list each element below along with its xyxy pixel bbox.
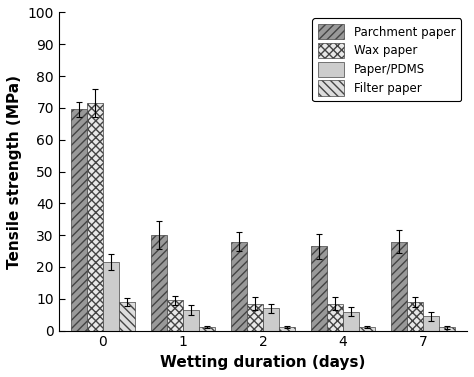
Bar <box>247 303 263 331</box>
Bar <box>263 308 279 331</box>
Bar <box>423 316 439 331</box>
Bar <box>183 310 199 331</box>
Bar <box>119 302 135 331</box>
Bar <box>199 327 215 331</box>
Bar <box>327 303 343 331</box>
Bar <box>87 103 103 331</box>
Bar <box>343 311 359 331</box>
Bar <box>71 109 87 331</box>
Y-axis label: Tensile strength (MPa): Tensile strength (MPa) <box>7 75 22 268</box>
Bar <box>359 327 375 331</box>
Bar <box>279 327 295 331</box>
Bar <box>231 242 247 331</box>
Bar <box>407 302 423 331</box>
Bar <box>151 235 167 331</box>
Bar <box>167 300 183 331</box>
Bar <box>391 242 407 331</box>
X-axis label: Wetting duration (days): Wetting duration (days) <box>160 355 365 370</box>
Bar <box>311 246 327 331</box>
Bar <box>103 262 119 331</box>
Bar <box>439 328 455 331</box>
Legend: Parchment paper, Wax paper, Paper/PDMS, Filter paper: Parchment paper, Wax paper, Paper/PDMS, … <box>312 18 461 101</box>
